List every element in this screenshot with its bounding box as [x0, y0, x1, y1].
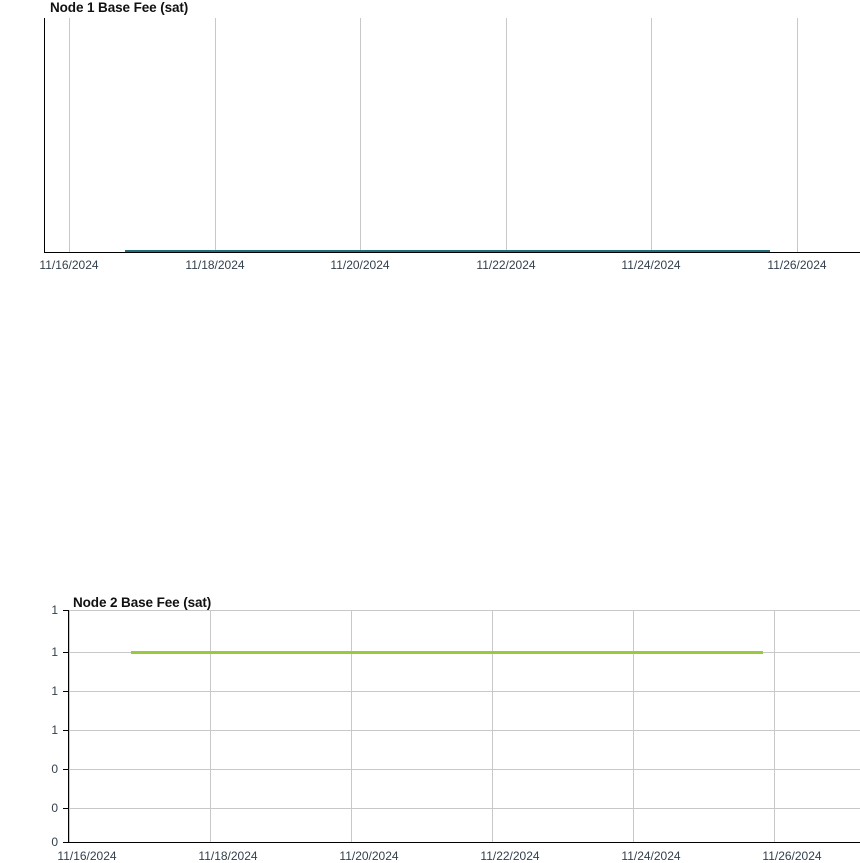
plot-area-node-1: [44, 18, 860, 252]
x-tick-label: 11/18/2024: [185, 258, 245, 272]
y-tick-label: 0: [51, 762, 58, 776]
gridline-horizontal: [68, 769, 860, 770]
x-tick-label: 11/20/2024: [339, 849, 399, 863]
y-tick-label: 1: [51, 645, 58, 659]
gridline-vertical: [633, 610, 634, 842]
x-tick-label: 11/26/2024: [762, 849, 822, 863]
gridline-vertical: [351, 610, 352, 842]
gridline-vertical: [210, 610, 211, 842]
gridline-vertical: [215, 18, 216, 252]
y-tick-mark: [63, 842, 68, 843]
x-tick-label: 11/24/2024: [621, 849, 681, 863]
x-tick-label: 11/22/2024: [476, 258, 536, 272]
x-tick-label: 11/16/2024: [57, 849, 117, 863]
gridline-vertical: [651, 18, 652, 252]
y-tick-label: 1: [51, 603, 58, 617]
y-tick-mark: [63, 730, 68, 731]
x-tick-label: 11/22/2024: [480, 849, 540, 863]
gridline-horizontal: [68, 691, 860, 692]
gridline-vertical: [69, 610, 70, 842]
gridline-vertical: [774, 610, 775, 842]
y-tick-label: 1: [51, 684, 58, 698]
chart-panel-node-2: Node 2 Base Fee (sat): [0, 295, 860, 863]
chart-title-node-2: Node 2 Base Fee (sat): [73, 595, 212, 610]
series-line-node-2: [131, 651, 763, 654]
y-tick-mark: [63, 769, 68, 770]
x-tick-label: 11/16/2024: [39, 258, 99, 272]
plot-area-node-2: [68, 610, 860, 842]
gridline-vertical: [360, 18, 361, 252]
y-tick-mark: [63, 808, 68, 809]
y-tick-label: 0: [51, 835, 58, 849]
chart-panel-node-1: Node 1 Base Fee (sat) 11/16/2024 11/18/2…: [0, 0, 860, 290]
gridline-vertical: [492, 610, 493, 842]
gridline-horizontal: [68, 808, 860, 809]
series-line-node-1: [125, 250, 770, 252]
y-tick-mark: [63, 610, 68, 611]
x-tick-label: 11/26/2024: [767, 258, 827, 272]
x-tick-label: 11/20/2024: [330, 258, 390, 272]
y-axis-node-1: [44, 18, 45, 253]
x-axis-node-2: [68, 842, 860, 843]
gridline-vertical: [797, 18, 798, 252]
y-tick-mark: [63, 652, 68, 653]
gridline-horizontal: [68, 610, 860, 611]
y-tick-mark: [63, 691, 68, 692]
x-axis-node-1: [44, 252, 860, 253]
gridline-vertical: [69, 18, 70, 252]
x-tick-label: 11/24/2024: [621, 258, 681, 272]
gridline-horizontal: [68, 730, 860, 731]
chart-title-node-1: Node 1 Base Fee (sat): [50, 0, 189, 15]
y-tick-label: 0: [51, 801, 58, 815]
x-tick-label: 11/18/2024: [198, 849, 258, 863]
y-tick-label: 1: [51, 723, 58, 737]
gridline-vertical: [506, 18, 507, 252]
y-axis-node-2: [68, 610, 69, 843]
